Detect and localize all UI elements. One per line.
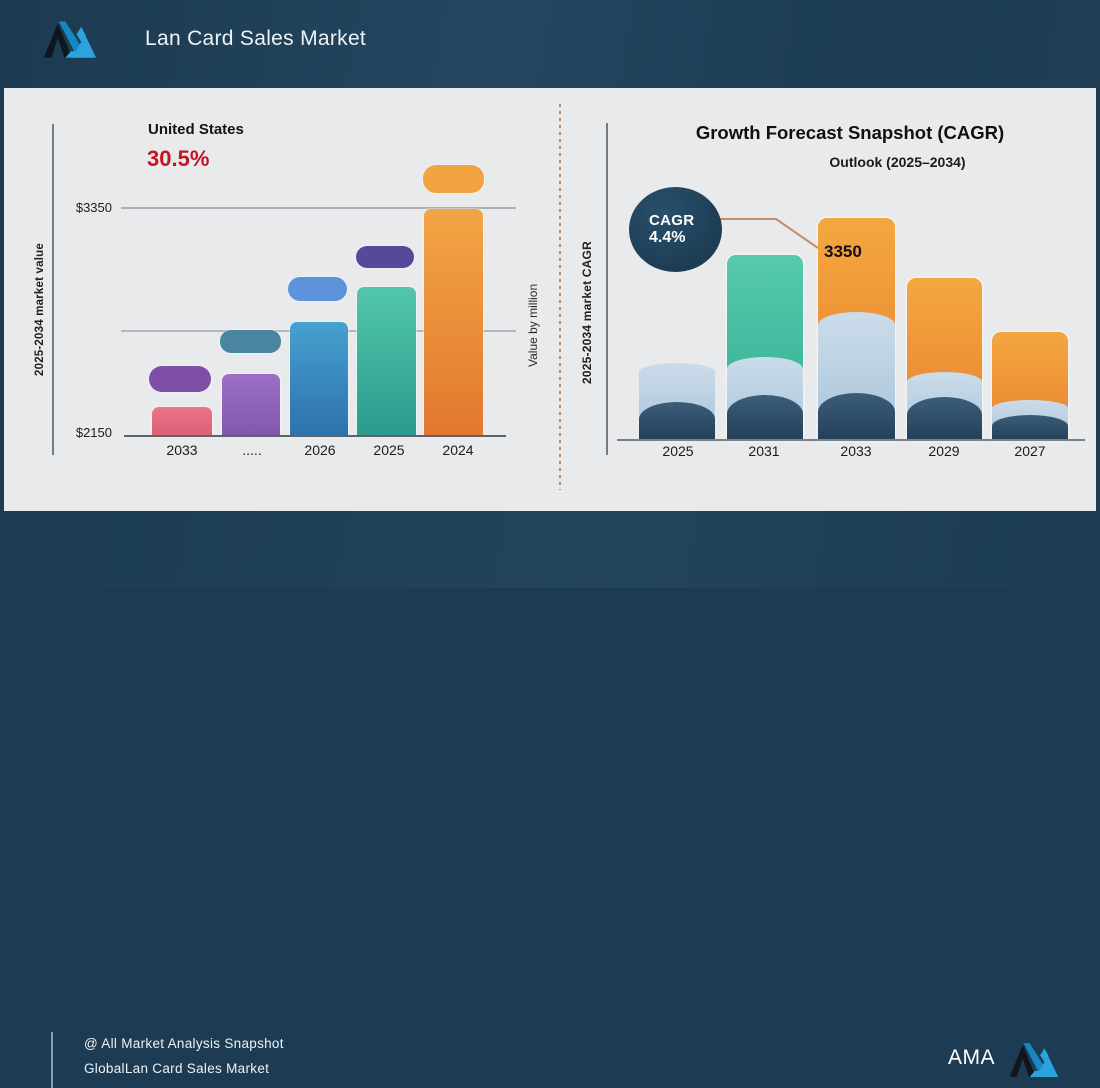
stack-2027-navy (992, 415, 1068, 440)
right-chart-subtitle: Outlook (2025–2034) (829, 154, 966, 170)
callout-connector-line (718, 218, 819, 249)
bar-2024 (424, 209, 483, 436)
right-y-axis-line (606, 123, 608, 455)
left-y-axis-line (52, 124, 54, 455)
peak-value-label: 3350 (824, 242, 862, 261)
right-chart-title: Growth Forecast Snapshot (CAGR) (695, 122, 1005, 143)
y-tick-bottom: $2150 (75, 425, 112, 440)
right-x-axis-line (617, 439, 1085, 441)
bar-2033 (152, 407, 212, 436)
left-x-axis-line (124, 435, 506, 437)
bar-cap-2033 (149, 366, 211, 392)
gridline-3350 (121, 207, 516, 209)
x-label-r-2029: 2029 (928, 443, 960, 459)
header-band: Lan Card Sales Market (0, 0, 1100, 88)
x-label-r-2027: 2027 (1014, 443, 1046, 459)
x-label-2033: 2033 (166, 442, 198, 458)
stack-2033-navy (818, 393, 895, 440)
footer-market-text: GlobalLan Card Sales Market (84, 1061, 270, 1076)
bar-cap-2026 (288, 277, 347, 301)
x-label-r-2025: 2025 (662, 443, 694, 459)
cagr-badge-value: 4.4% (649, 229, 686, 246)
panel-divider (559, 104, 561, 490)
right-y-axis-label: 2025-2034 market CAGR (580, 241, 594, 384)
footer-source-text: @ All Market Analysis Snapshot (84, 1036, 284, 1051)
footer-brand-text: AMA (948, 1046, 996, 1069)
bar-2026 (290, 322, 348, 436)
x-label-r-2031: 2031 (748, 443, 780, 459)
x-label-2026: 2026 (304, 442, 336, 458)
unit-label: Value by million (526, 283, 540, 367)
stack-2029-navy (907, 397, 982, 440)
stack-2025-navy (639, 402, 715, 440)
y-tick-top: $3350 (75, 200, 112, 215)
stack-2031-navy (727, 395, 803, 440)
bar-cap-dots (220, 330, 281, 353)
ama-logo-footer-icon (1009, 1043, 1059, 1077)
x-label-2024: 2024 (442, 442, 474, 458)
ama-logo-icon (43, 21, 97, 58)
left-y-axis-label: 2025-2034 market value (34, 243, 46, 377)
x-label-2025: 2025 (373, 442, 405, 458)
bar-cap-2024 (423, 165, 484, 193)
x-label-r-2033: 2033 (840, 443, 872, 459)
x-label-dots: ..... (242, 442, 262, 458)
cagr-badge: CAGR 4.4% (629, 187, 722, 272)
bar-dots (222, 374, 280, 436)
page-title: Lan Card Sales Market (145, 27, 367, 50)
bar-cap-2025 (356, 246, 414, 268)
footer-band: @ All Market Analysis Snapshot GlobalLan… (0, 511, 1100, 1088)
footer-divider-line (51, 1032, 53, 1088)
region-label: United States (148, 121, 244, 138)
cagr-badge-label: CAGR (649, 212, 695, 229)
bar-2025 (357, 287, 416, 436)
growth-percentage: 30.5% (147, 146, 210, 171)
